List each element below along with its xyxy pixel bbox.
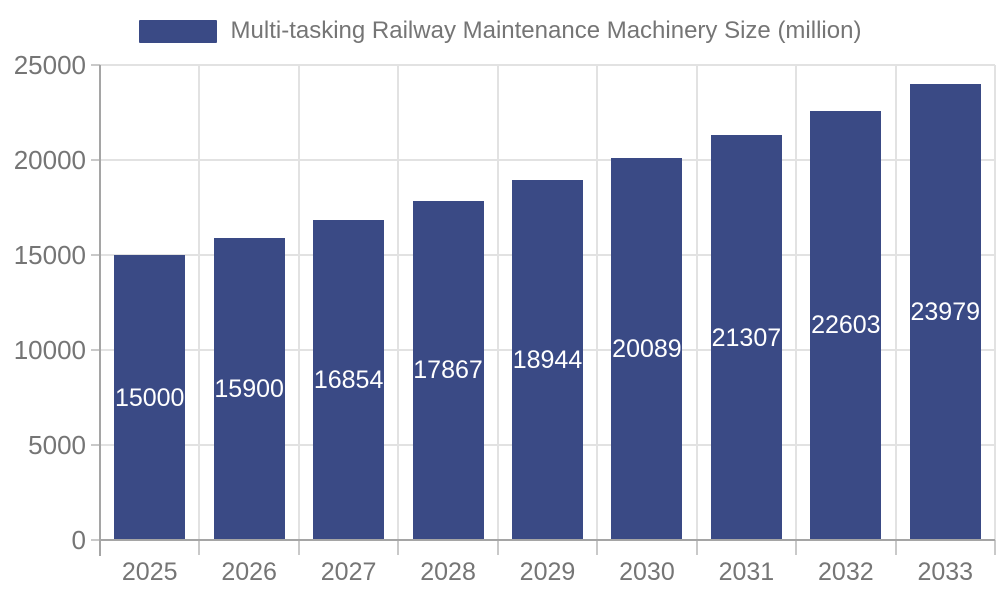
bar-2030[interactable]: 20089 (611, 158, 683, 540)
bar-value-label: 21307 (711, 323, 782, 352)
y-tick-label: 20000 (13, 145, 86, 175)
x-tick-label: 2033 (917, 558, 974, 586)
bar-value-label: 22603 (811, 311, 881, 340)
y-tick-label: 10000 (13, 335, 86, 365)
x-axis-line (99, 539, 995, 541)
x-tick (795, 540, 798, 555)
x-tick (198, 540, 201, 555)
x-gridline (596, 65, 599, 540)
bar-2033[interactable]: 23979 (909, 84, 981, 540)
x-tick-label: 2026 (221, 558, 277, 586)
x-tick (496, 540, 499, 555)
x-tick (894, 540, 897, 555)
y-tick (91, 254, 100, 256)
y-tick-label: 5000 (28, 430, 86, 460)
bar-2032[interactable]: 22603 (810, 110, 882, 540)
y-tick (91, 64, 100, 66)
y-tick-label: 15000 (13, 240, 86, 270)
x-tick (397, 540, 400, 555)
legend-item[interactable]: Multi-tasking Railway Maintenance Machin… (0, 14, 1000, 48)
bar-value-label: 23979 (910, 298, 981, 327)
bar-value-label: 17867 (413, 356, 483, 385)
bar-2028[interactable]: 17867 (412, 200, 484, 540)
x-gridline (795, 65, 798, 540)
bar-value-label: 18944 (512, 346, 583, 375)
bar-2029[interactable]: 18944 (511, 180, 584, 540)
x-tick-label: 2028 (420, 558, 476, 586)
y-axis-line (99, 65, 101, 556)
y-axis-labels: 0 5000 10000 15000 20000 25000 (0, 50, 86, 555)
legend-swatch (138, 19, 217, 43)
x-tick-label: 2027 (320, 558, 377, 586)
y-tick (91, 349, 100, 351)
x-tick (994, 540, 996, 555)
y-tick-label: 0 (71, 525, 86, 555)
x-gridline (695, 65, 698, 540)
bar-value-label: 15900 (214, 374, 284, 403)
y-gridline (100, 159, 995, 161)
x-tick (297, 540, 300, 555)
x-tick-label: 2029 (519, 558, 576, 586)
y-tick (91, 539, 100, 541)
plot-area: 15000 15900 16854 17867 18944 20089 21307 22603… (91, 64, 996, 556)
y-tick-label: 25000 (13, 50, 86, 80)
bar-2027[interactable]: 16854 (313, 219, 385, 540)
x-tick-label: 2031 (718, 558, 775, 586)
y-gridline (100, 64, 995, 66)
bar-value-label: 15000 (114, 383, 185, 412)
bar-value-label: 16854 (313, 365, 384, 394)
x-axis-labels: 2025 2026 2027 2028 2029 2030 2031 2032 2033 (99, 540, 996, 600)
bar-2026[interactable]: 15900 (213, 237, 285, 540)
x-gridline (297, 65, 300, 540)
y-tick (91, 159, 100, 161)
y-tick (91, 444, 100, 446)
bar-value-label: 20089 (612, 335, 682, 364)
x-tick (596, 540, 599, 555)
x-gridline (397, 65, 400, 540)
x-tick-label: 2032 (818, 558, 874, 586)
x-gridline (198, 65, 201, 540)
bar-2025[interactable]: 15000 (114, 255, 186, 540)
x-gridline (994, 65, 996, 540)
x-tick-label: 2030 (619, 558, 675, 586)
x-gridline (496, 65, 499, 540)
bar-2031[interactable]: 21307 (710, 135, 782, 540)
x-gridline (894, 65, 897, 540)
legend-label: Multi-tasking Railway Maintenance Machin… (230, 17, 862, 44)
x-tick-label: 2025 (121, 558, 178, 586)
x-tick (695, 540, 698, 555)
